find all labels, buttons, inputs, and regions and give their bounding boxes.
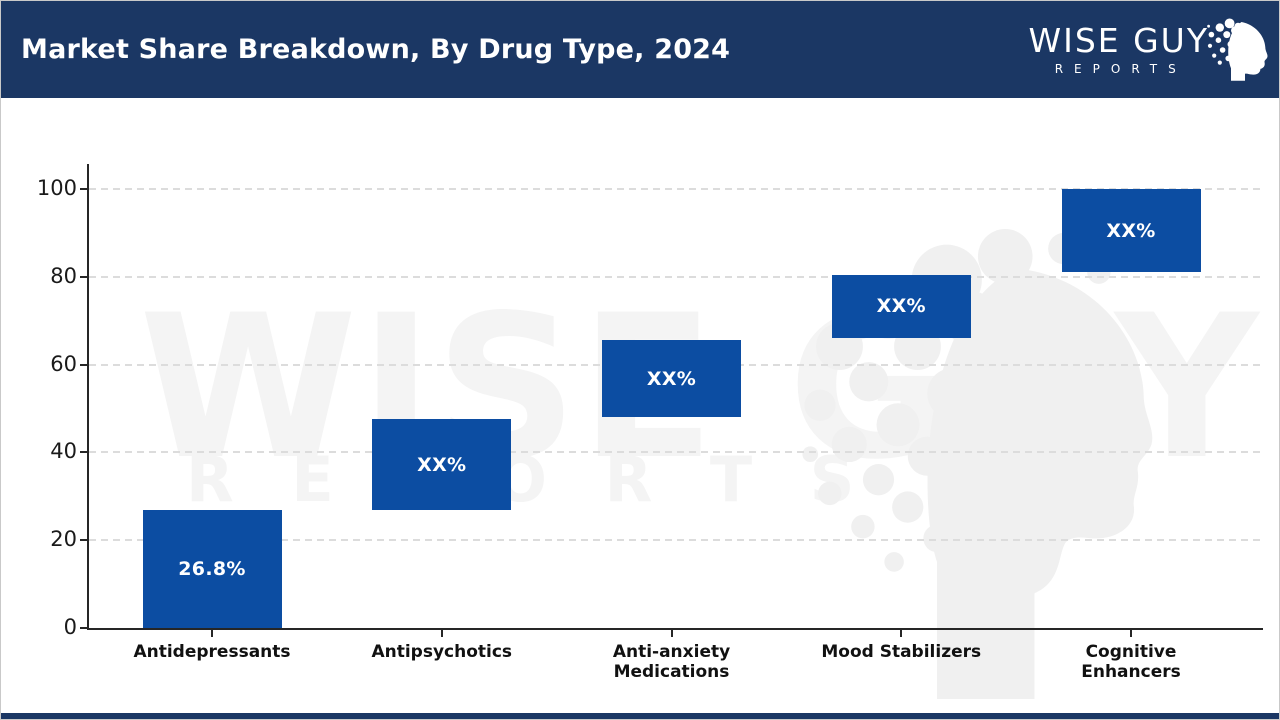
logo-wordmark: WISE GUY [1028, 21, 1209, 60]
bar-value-label: XX% [1106, 219, 1156, 242]
xtick [211, 630, 213, 637]
ytick-label-80: 80 [50, 263, 77, 288]
ytick-label-100: 100 [36, 176, 77, 200]
ytick-100 [80, 188, 89, 190]
bar-segment: 26.8% [142, 510, 282, 628]
x-axis-line [87, 628, 1263, 630]
bar-segment: XX% [831, 274, 971, 339]
ytick-label-60: 60 [50, 351, 77, 376]
xtick [900, 630, 903, 637]
bar-segment: XX% [1061, 189, 1201, 273]
xtick [440, 630, 443, 637]
y-axis-line [87, 164, 89, 630]
gridline-80 [89, 275, 1263, 278]
xtick [1130, 630, 1132, 637]
bar-segment: XX% [372, 419, 512, 511]
gridline-40 [89, 451, 1263, 454]
ytick-label-0: 0 [63, 615, 77, 639]
bar-value-label: XX% [646, 367, 697, 390]
footer-bar [1, 713, 1279, 719]
category-label: Anti-anxiety Medications [612, 642, 731, 682]
ytick-label-40: 40 [50, 439, 77, 464]
ytick-20 [80, 539, 89, 542]
category-label: Cognitive Enhancers [1081, 642, 1181, 682]
watermark-subtitle: R E P O R T S [186, 443, 873, 516]
ytick-label-20: 20 [50, 527, 77, 552]
bar-value-label: XX% [417, 453, 467, 476]
bar-segment: XX% [602, 340, 741, 418]
ytick-0 [80, 627, 89, 629]
logo-text: WISE GUY REPORTS [1028, 24, 1209, 75]
page-title: Market Share Breakdown, By Drug Type, 20… [21, 34, 731, 65]
category-label: Antipsychotics [371, 642, 513, 662]
wiseguy-head-icon [1207, 18, 1268, 81]
bar-value-label: 26.8% [178, 558, 246, 581]
gridline-20 [89, 539, 1263, 542]
ytick-60 [80, 363, 89, 366]
ytick-80 [80, 275, 89, 278]
category-label: Antidepressants [133, 642, 291, 662]
gridline-100 [89, 188, 1263, 190]
bar-value-label: XX% [876, 295, 926, 318]
ytick-40 [80, 451, 89, 454]
category-label: Mood Stabilizers [821, 642, 982, 662]
logo-subtitle: REPORTS [1054, 62, 1187, 76]
wiseguy-logo: WISE GUY REPORTS [1028, 9, 1273, 91]
xtick [670, 630, 673, 637]
header-bar: Market Share Breakdown, By Drug Type, 20… [1, 1, 1279, 98]
